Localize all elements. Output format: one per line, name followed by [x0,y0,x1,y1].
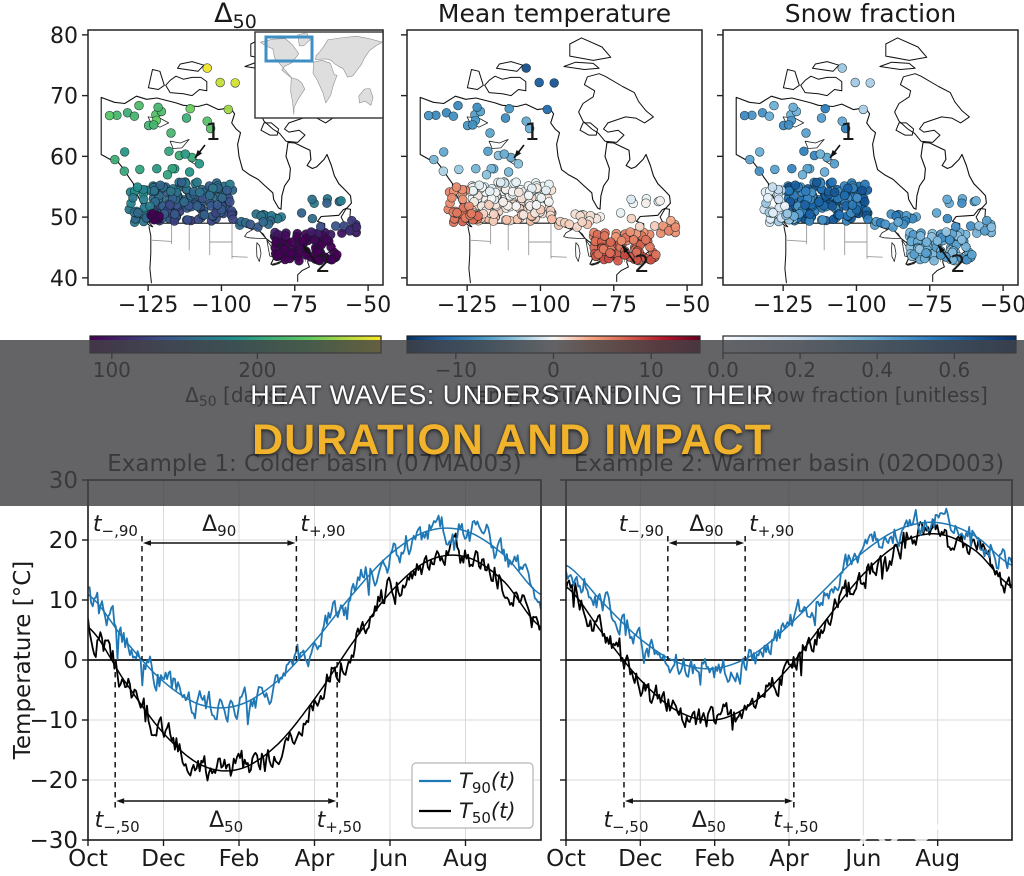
map-xtick-label: −50 [980,293,1024,318]
basin-marker-1: 1 [205,118,220,146]
map-xtick-label: −75 [591,293,637,318]
ts-plot-2: t−,90 Δ90 t+,90 t−,50 Δ50 t+,50 Oct Dec Feb Apr Ju… [546,451,1013,872]
ts-xtick-label: Oct [68,846,108,872]
map-xtick-label: −100 [191,293,251,318]
ts-xtick-label: Aug [443,846,488,872]
basin-marker-1: 1 [524,118,539,146]
label-delta-50: Δ50 [209,808,243,836]
label-delta-50: Δ50 [692,808,726,836]
map-xtick-label: −50 [345,293,391,318]
world-inset [254,31,384,119]
ts-ytick-label: −10 [29,708,78,734]
label-t-plus-50: t+,50 [773,808,818,836]
map-panel-2: 1 2 −125 −100 −75 −50 Mean temperature [401,0,710,318]
ts-ytick-label: −30 [29,828,78,854]
map-xtick-label: −125 [437,293,497,318]
ts-ylabel: Temperature [°C] [10,561,36,761]
series-noisy-T50(t) [566,519,1012,731]
map-xtick-label: −125 [118,293,178,318]
ts-xtick-label: Aug [915,846,960,872]
ts-xtick-label: Apr [295,846,335,872]
ts-xtick-label: Dec [141,846,186,872]
ts-xtick-label: Dec [618,846,663,872]
map-panel-1: 1 2 −125 −100 −75 −50 80 70 60 50 40 Δ50 [50,0,391,318]
map-title-3: Snow fraction [785,0,956,28]
ts-plot-1: t−,90 Δ90 t+,90 t−,50 Δ50 t+,50 Oct Dec Feb Apr Ju… [10,451,542,872]
legend-label-T90: T90(t) [459,769,516,797]
map-xtick-label: −75 [907,293,953,318]
ts-legend: T90(t)T50(t) [411,762,534,829]
basin-marker-1: 1 [840,118,855,146]
label-t-minus-50: t−,50 [95,808,140,836]
map-ytick-label: 70 [50,85,78,110]
ts-xtick-label: Feb [694,846,735,872]
ts-ytick-label: 10 [49,588,78,614]
series-noisy-T90(t) [88,514,541,726]
label-delta-90: Δ90 [689,512,723,540]
ts-ytick-label: 20 [49,528,78,554]
title-banner: HEAT WAVES: UNDERSTANDING THEIR DURATION… [0,340,1024,506]
ts-xtick-label: Jun [843,846,881,872]
label-t-plus-90: t+,90 [749,512,794,540]
map-ytick-label: 50 [50,206,78,231]
ts-ytick-label: 0 [63,648,78,674]
station-scatter-3 [739,63,997,266]
map-xtick-label: −75 [272,293,318,318]
basin-marker-2: 2 [634,250,649,278]
map-xtick-label: −50 [664,293,710,318]
station-scatter-2 [423,63,681,266]
ts-ytick-label: −20 [29,768,78,794]
label-t-minus-90: t−,90 [93,512,138,540]
series-smooth-T50(t) [88,554,541,772]
ts-xtick-label: Apr [769,846,809,872]
basin-marker-2: 2 [950,250,965,278]
series-smooth-T90(t) [566,521,1012,670]
ts-xtick-label: Jun [370,846,408,872]
map-xtick-label: −100 [826,293,886,318]
map-title-2: Mean temperature [438,0,671,28]
ts-xtick-label: Oct [546,846,586,872]
map-xtick-label: −100 [510,293,570,318]
label-t-minus-90: t−,90 [619,512,664,540]
map-ytick-label: 60 [50,145,78,170]
watermark-scribble [859,820,1011,848]
label-delta-90: Δ90 [202,512,236,540]
label-t-plus-50: t+,50 [317,808,362,836]
banner-subtitle: DURATION AND IMPACT [252,416,772,464]
basin-marker-2: 2 [315,250,330,278]
ts-xtick-label: Feb [219,846,260,872]
label-t-plus-90: t+,90 [300,512,345,540]
map-ytick-label: 80 [50,24,78,49]
map-title-1: Δ50 [214,0,257,33]
series-smooth-T50(t) [566,533,1012,721]
inset-highlight-box [264,35,314,63]
map-xtick-label: −125 [753,293,813,318]
banner-title: HEAT WAVES: UNDERSTANDING THEIR [250,380,774,410]
legend-label-T50: T50(t) [459,799,516,827]
map-ytick-label: 40 [50,267,78,292]
label-t-minus-50: t−,50 [603,808,648,836]
map-panel-3: 1 2 −125 −100 −75 −50 Snow fraction [717,0,1024,318]
station-scatter-1 [104,63,362,266]
series-smooth-T90(t) [88,527,541,709]
